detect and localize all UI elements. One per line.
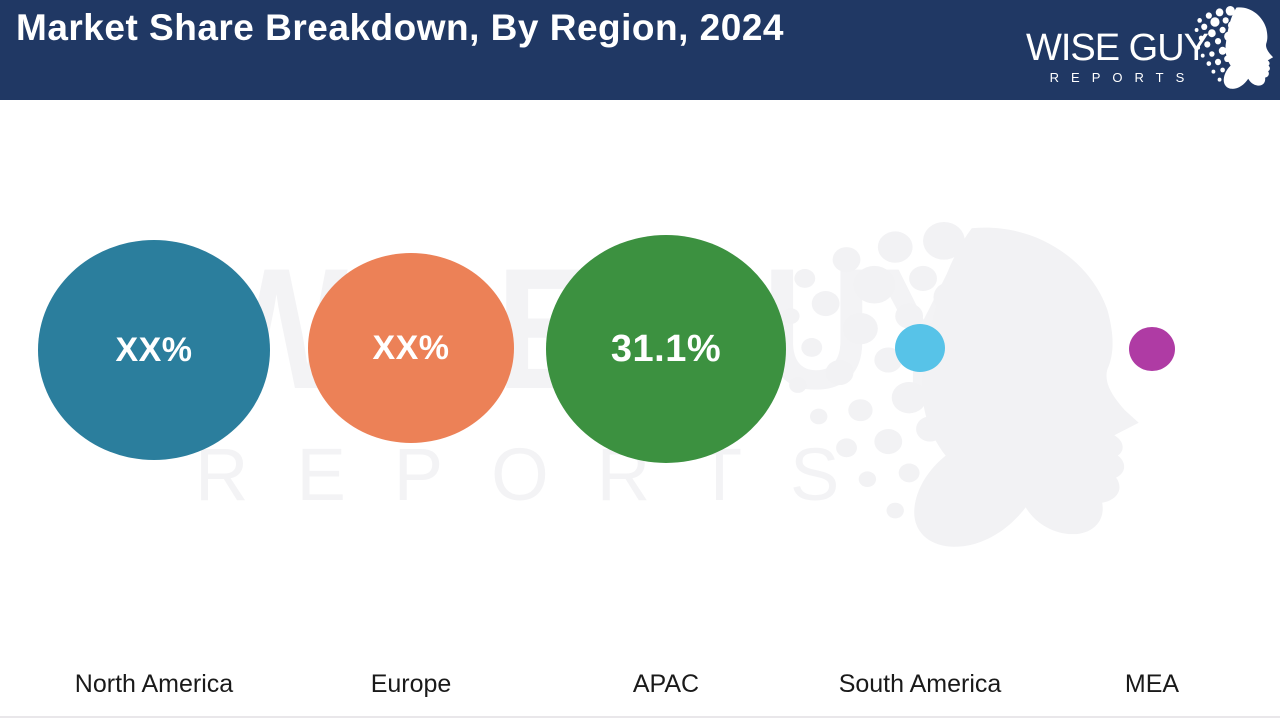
category-label-mea: MEA [1124,670,1180,698]
bottom-divider [0,716,1280,718]
logo-name: WISE GUY [1025,27,1209,69]
bubble-europe: XX% [308,253,514,443]
page-title: Market Share Breakdown, By Region, 2024 [16,7,784,48]
category-label-europe: Europe [370,670,452,698]
wiseguy-face-icon [1194,6,1274,89]
bubble-value-label: XX% [115,330,193,369]
bubble-north-america: XX% [38,240,270,460]
bubble-apac: 31.1% [546,235,786,463]
bubble-value-label: XX% [372,328,450,367]
logo-text: WISE GUY REPORTS [1025,27,1209,85]
category-label-south-america: South America [838,670,1002,698]
bubble-value-label: 31.1% [610,327,722,370]
category-label-north-america: North America [74,670,234,698]
header: Market Share Breakdown, By Region, 2024 … [0,0,1280,100]
logo-sub: REPORTS [1049,70,1197,85]
category-label-apac: APAC [632,670,700,698]
bubble-mea [1129,327,1175,371]
wiseguy-logo: WISE GUY REPORTS [1026,6,1280,94]
bubble-south-america [895,324,945,372]
